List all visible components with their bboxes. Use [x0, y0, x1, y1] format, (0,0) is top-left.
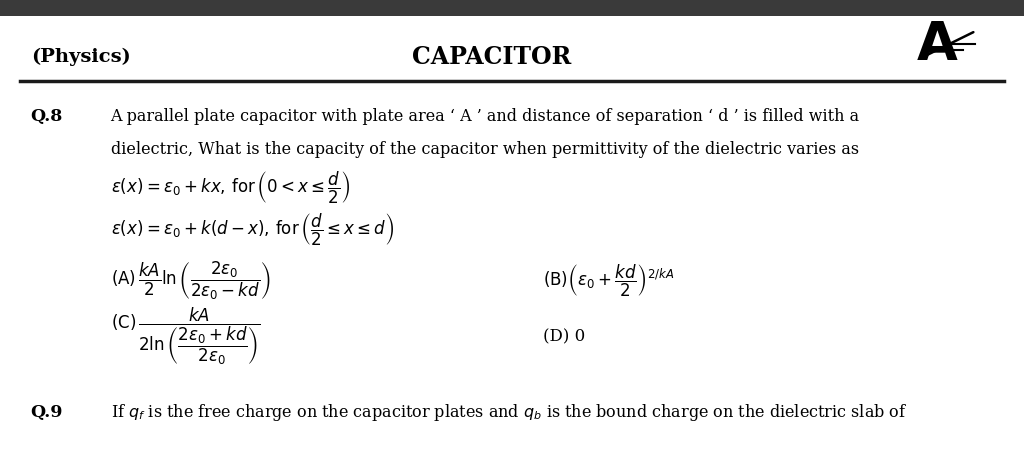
Text: Q.8: Q.8 — [31, 107, 62, 125]
Text: (D) 0: (D) 0 — [543, 327, 585, 344]
Text: dielectric, What is the capacity of the capacitor when permittivity of the diele: dielectric, What is the capacity of the … — [111, 141, 859, 158]
Text: (Physics): (Physics) — [31, 48, 130, 66]
Text: $\mathbf{A}$: $\mathbf{A}$ — [915, 20, 958, 71]
Text: CAPACITOR: CAPACITOR — [412, 45, 571, 69]
Text: A parallel plate capacitor with plate area ‘ A ’ and distance of separation ‘ d : A parallel plate capacitor with plate ar… — [111, 107, 860, 125]
Text: $\mathrm{(B)}\left(\varepsilon_0 + \dfrac{kd}{2}\right)^{2/kA}$: $\mathrm{(B)}\left(\varepsilon_0 + \dfra… — [543, 262, 674, 298]
Text: $\mathrm{(C)}\,\dfrac{kA}{2\ln\left(\dfrac{2\varepsilon_0 + kd}{2\varepsilon_0}\: $\mathrm{(C)}\,\dfrac{kA}{2\ln\left(\dfr… — [111, 305, 260, 366]
Bar — [0, 0, 1024, 17]
Text: $\varepsilon(x) = \varepsilon_0 + kx,\,\mathrm{for}\,\left(0 < x \leq \dfrac{d}{: $\varepsilon(x) = \varepsilon_0 + kx,\,\… — [111, 170, 350, 206]
Text: $\mathrm{(A)}\,\dfrac{kA}{2}\ln\left(\dfrac{2\varepsilon_0}{2\varepsilon_0 - kd}: $\mathrm{(A)}\,\dfrac{kA}{2}\ln\left(\df… — [111, 259, 270, 301]
Text: If $q_f$ is the free charge on the capacitor plates and $q_b$ is the bound charg: If $q_f$ is the free charge on the capac… — [111, 401, 907, 422]
Text: $\varepsilon(x) = \varepsilon_0 + k(d-x),\,\mathrm{for}\,\left(\dfrac{d}{2} \leq: $\varepsilon(x) = \varepsilon_0 + k(d-x)… — [111, 212, 394, 248]
Text: Q.9: Q.9 — [31, 403, 63, 420]
